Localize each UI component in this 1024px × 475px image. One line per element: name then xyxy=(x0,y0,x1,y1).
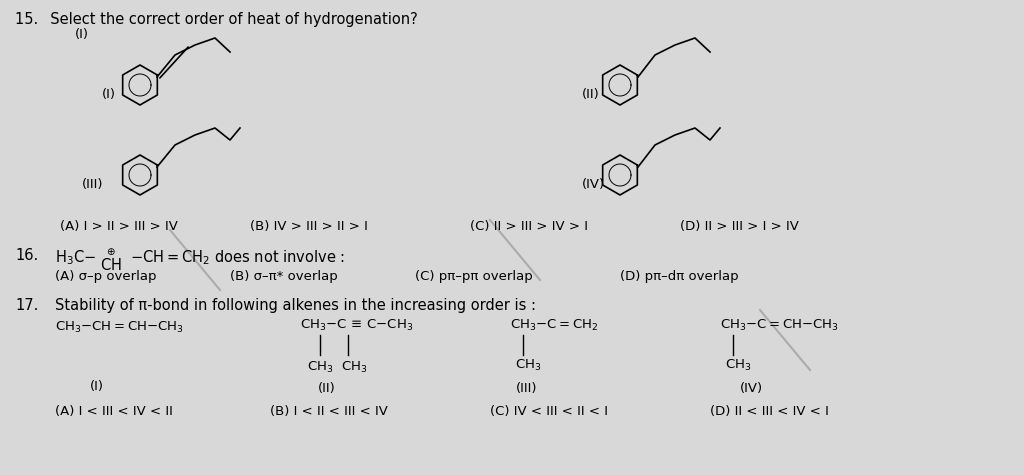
Text: (II): (II) xyxy=(318,382,336,395)
Text: H$_3$C$-$: H$_3$C$-$ xyxy=(55,248,96,266)
Text: CH$_3$$-$C$=$CH$-$CH$_3$: CH$_3$$-$C$=$CH$-$CH$_3$ xyxy=(720,318,839,333)
Text: (B) IV > III > II > I: (B) IV > III > II > I xyxy=(250,220,368,233)
Text: (B) σ–π* overlap: (B) σ–π* overlap xyxy=(230,270,338,283)
Text: 17.: 17. xyxy=(15,298,38,313)
Text: (III): (III) xyxy=(82,178,103,191)
Text: (A) I < III < IV < II: (A) I < III < IV < II xyxy=(55,405,173,418)
Text: 16.: 16. xyxy=(15,248,38,263)
Text: (A) I > II > III > IV: (A) I > II > III > IV xyxy=(60,220,178,233)
Text: CH$_3$: CH$_3$ xyxy=(725,358,752,373)
Text: (I): (I) xyxy=(90,380,104,393)
Text: (II): (II) xyxy=(582,88,600,101)
Text: $\overset{\oplus}{\text{CH}}$: $\overset{\oplus}{\text{CH}}$ xyxy=(100,248,122,275)
Text: (III): (III) xyxy=(516,382,538,395)
Text: (C) pπ–pπ overlap: (C) pπ–pπ overlap xyxy=(415,270,532,283)
Text: CH$_3$  CH$_3$: CH$_3$ CH$_3$ xyxy=(307,360,368,375)
Text: (D) pπ–dπ overlap: (D) pπ–dπ overlap xyxy=(620,270,738,283)
Text: CH$_3$$-$C$\,{\equiv}\,$C$-$CH$_3$: CH$_3$$-$C$\,{\equiv}\,$C$-$CH$_3$ xyxy=(300,318,414,333)
Text: CH$_3$$-$C$=$CH$_2$: CH$_3$$-$C$=$CH$_2$ xyxy=(510,318,598,333)
Text: (C) IV < III < II < I: (C) IV < III < II < I xyxy=(490,405,608,418)
Text: (I): (I) xyxy=(75,28,89,41)
Text: CH$_3$$-$CH$=$CH$-$CH$_3$: CH$_3$$-$CH$=$CH$-$CH$_3$ xyxy=(55,320,184,335)
Text: (D) II < III < IV < I: (D) II < III < IV < I xyxy=(710,405,828,418)
Text: (I): (I) xyxy=(102,88,116,101)
Text: 15.  Select the correct order of heat of hydrogenation?: 15. Select the correct order of heat of … xyxy=(15,12,418,27)
Text: CH$_3$: CH$_3$ xyxy=(515,358,542,373)
Text: (IV): (IV) xyxy=(582,178,605,191)
Text: Stability of π-bond in following alkenes in the increasing order is :: Stability of π-bond in following alkenes… xyxy=(55,298,536,313)
Text: (B) I < II < III < IV: (B) I < II < III < IV xyxy=(270,405,388,418)
Text: (D) II > III > I > IV: (D) II > III > I > IV xyxy=(680,220,799,233)
Text: (IV): (IV) xyxy=(740,382,763,395)
Text: $-$CH$=$CH$_2$ does not involve :: $-$CH$=$CH$_2$ does not involve : xyxy=(130,248,345,266)
Text: (C) II > III > IV > I: (C) II > III > IV > I xyxy=(470,220,588,233)
Text: (A) σ–p overlap: (A) σ–p overlap xyxy=(55,270,157,283)
